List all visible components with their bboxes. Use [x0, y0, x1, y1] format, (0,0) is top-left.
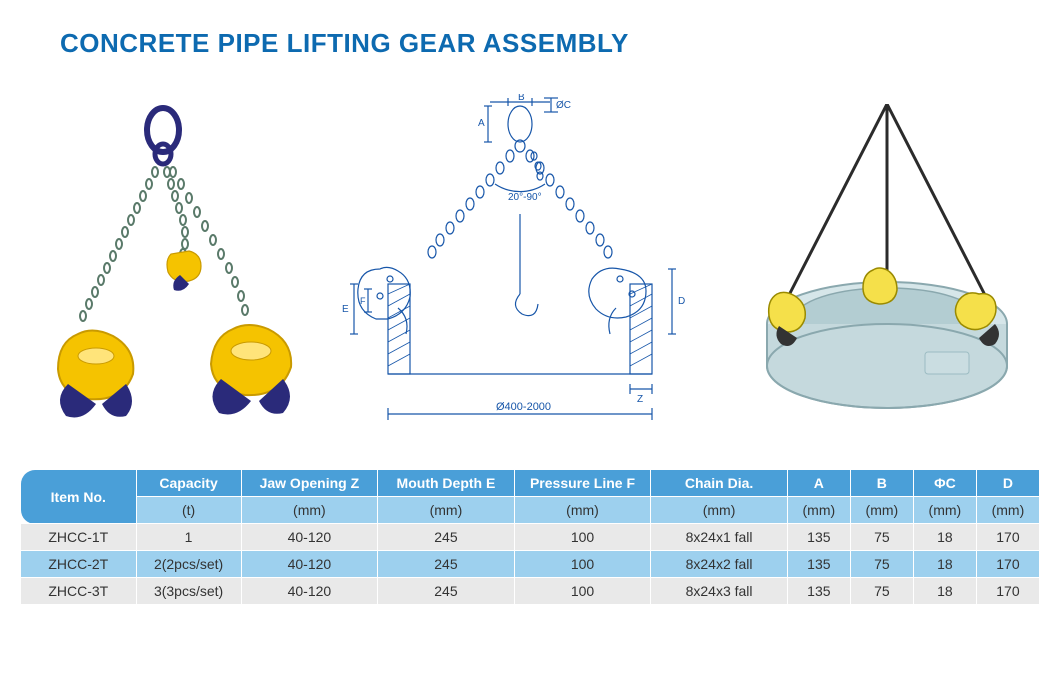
table-cell: 100 [514, 551, 651, 578]
table-cell: 1 [136, 524, 241, 551]
width-label: Ø400-2000 [496, 401, 551, 413]
table-cell: 100 [514, 524, 651, 551]
dim-z-label: Z [637, 394, 643, 405]
table-cell: 40-120 [241, 524, 378, 551]
table-header: Item No. [21, 470, 137, 524]
table-cell: 8x24x3 fall [651, 578, 788, 605]
dim-b-label: B [518, 94, 525, 103]
table-subheader: (mm) [378, 497, 515, 524]
table-cell: 170 [976, 551, 1039, 578]
page-title: CONCRETE PIPE LIFTING GEAR ASSEMBLY [0, 0, 1060, 59]
table-cell: 135 [787, 551, 850, 578]
dim-a-label: A [478, 118, 485, 129]
table-subheader: (mm) [913, 497, 976, 524]
table-cell: 18 [913, 551, 976, 578]
table-header: Jaw Opening Z [241, 470, 378, 497]
table-cell: 245 [378, 524, 515, 551]
table-header: Chain Dia. [651, 470, 788, 497]
table-row: ZHCC-3T3(3pcs/set)40-1202451008x24x3 fal… [21, 578, 1040, 605]
table-header: Capacity [136, 470, 241, 497]
table-cell: 135 [787, 578, 850, 605]
table-row: ZHCC-1T140-1202451008x24x1 fall135751817… [21, 524, 1040, 551]
spec-table: Item No.CapacityJaw Opening ZMouth Depth… [20, 469, 1040, 605]
table-cell: ZHCC-3T [21, 578, 137, 605]
table-cell: 75 [850, 524, 913, 551]
table-cell: 135 [787, 524, 850, 551]
table-subheader: (mm) [514, 497, 651, 524]
table-cell: 8x24x2 fall [651, 551, 788, 578]
table-subheader: (t) [136, 497, 241, 524]
table-header-row-1: Item No.CapacityJaw Opening ZMouth Depth… [21, 470, 1040, 497]
dim-f-label: F [360, 296, 366, 306]
table-subheader: (mm) [241, 497, 378, 524]
figure-product [33, 104, 293, 424]
table-row: ZHCC-2T2(2pcs/set)40-1202451008x24x2 fal… [21, 551, 1040, 578]
table-header: Pressure Line F [514, 470, 651, 497]
table-cell: 40-120 [241, 578, 378, 605]
table-cell: ZHCC-2T [21, 551, 137, 578]
table-cell: 75 [850, 578, 913, 605]
figures-row: B ØC A 20°-90° [0, 59, 1060, 459]
figure-application [747, 104, 1027, 424]
table-cell: 100 [514, 578, 651, 605]
table-cell: 75 [850, 551, 913, 578]
table-header: Mouth Depth E [378, 470, 515, 497]
dim-d-label: D [678, 296, 685, 307]
table-cell: 8x24x1 fall [651, 524, 788, 551]
figure-diagram: B ØC A 20°-90° [320, 94, 720, 434]
table-header: B [850, 470, 913, 497]
table-cell: 170 [976, 524, 1039, 551]
table-cell: 245 [378, 578, 515, 605]
table-subheader: (mm) [651, 497, 788, 524]
table-cell: 170 [976, 578, 1039, 605]
table-subheader: (mm) [976, 497, 1039, 524]
table-cell: 18 [913, 524, 976, 551]
dim-e-label: E [342, 304, 349, 315]
table-cell: 245 [378, 551, 515, 578]
table-header: D [976, 470, 1039, 497]
table-subheader: (mm) [787, 497, 850, 524]
table-cell: 40-120 [241, 551, 378, 578]
table-header-row-2: (t)(mm)(mm)(mm)(mm)(mm)(mm)(mm)(mm) [21, 497, 1040, 524]
table-cell: ZHCC-1T [21, 524, 137, 551]
angle-label: 20°-90° [508, 192, 542, 203]
dim-c-label: ØC [556, 100, 571, 111]
table-header: A [787, 470, 850, 497]
table-cell: 2(2pcs/set) [136, 551, 241, 578]
table-cell: 18 [913, 578, 976, 605]
table-header: ΦC [913, 470, 976, 497]
table-subheader: (mm) [850, 497, 913, 524]
table-cell: 3(3pcs/set) [136, 578, 241, 605]
